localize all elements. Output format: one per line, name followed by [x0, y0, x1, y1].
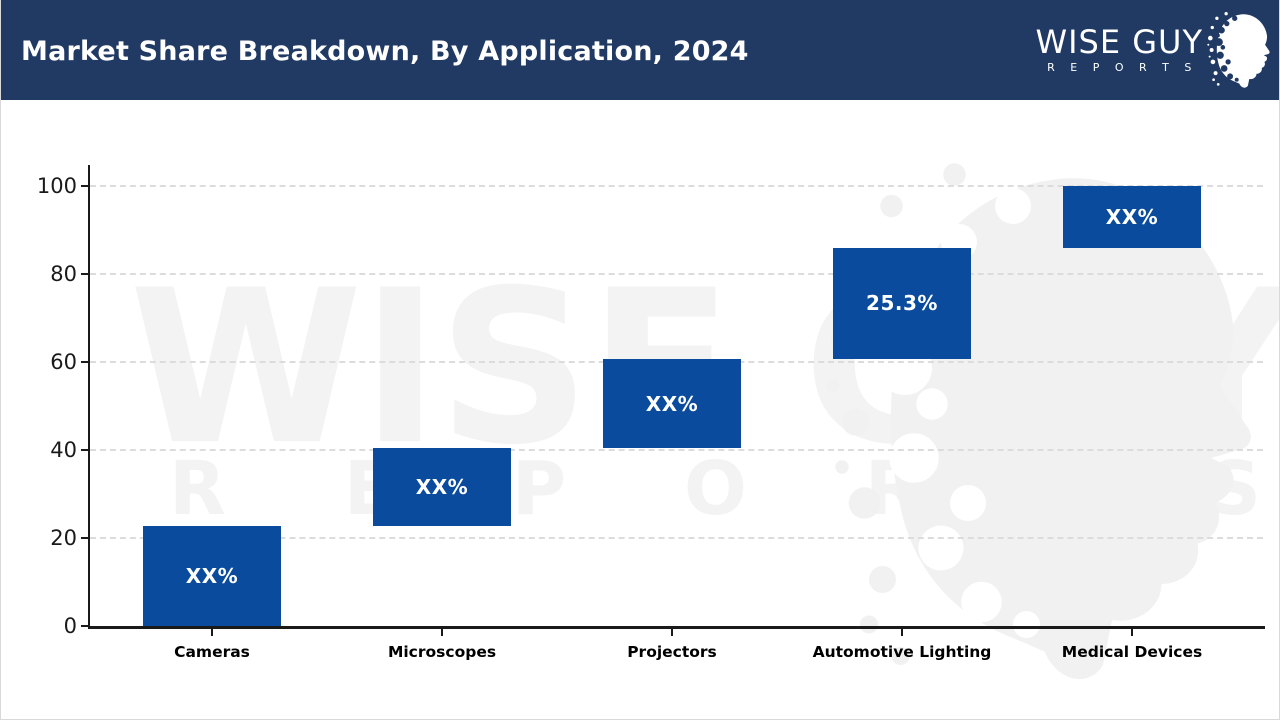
- gridline-80: [90, 273, 1263, 275]
- bar-value-label-projectors: XX%: [645, 391, 699, 416]
- bar-value-label-automotive-lighting: 25.3%: [866, 291, 938, 316]
- bar-cameras: XX%: [143, 526, 281, 626]
- x-category-label-microscopes: Microscopes: [387, 643, 497, 661]
- bar-value-label-cameras: XX%: [185, 564, 239, 589]
- logo-wise-guy-label: WISE GUY: [1035, 22, 1203, 61]
- y-tick-20: [81, 537, 89, 539]
- x-tick-microscopes: [441, 629, 443, 636]
- bar-microscopes: XX%: [373, 448, 511, 527]
- y-tick-0: [81, 625, 89, 627]
- chart-title: Market Share Breakdown, By Application, …: [21, 36, 749, 67]
- brand-logo: WISE GUY R E P O R T S: [1035, 6, 1273, 94]
- x-category-label-cameras: Cameras: [174, 643, 250, 661]
- x-tick-projectors: [671, 629, 673, 636]
- x-category-label-automotive-lighting: Automotive Lighting: [812, 643, 992, 661]
- bar-value-label-medical-devices: XX%: [1105, 204, 1159, 229]
- x-tick-cameras: [211, 629, 213, 636]
- y-tick-label-80: 80: [50, 262, 77, 286]
- y-tick-label-100: 100: [36, 174, 77, 198]
- y-tick-label-60: 60: [50, 350, 77, 374]
- brand-logo-text: WISE GUY R E P O R T S: [1035, 22, 1203, 75]
- y-tick-label-0: 0: [63, 614, 77, 638]
- logo-face-icon: [1207, 12, 1270, 88]
- y-tick-40: [81, 449, 89, 451]
- gridline-100: [90, 185, 1263, 187]
- y-tick-100: [81, 185, 89, 187]
- y-tick-label-20: 20: [50, 526, 77, 550]
- x-tick-medical-devices: [1131, 629, 1133, 636]
- x-category-label-projectors: Projectors: [627, 643, 717, 661]
- y-axis-line: [88, 165, 90, 629]
- gridline-20: [90, 537, 1263, 539]
- x-axis-line: [88, 626, 1265, 629]
- y-tick-60: [81, 361, 89, 363]
- bar-automotive-lighting: 25.3%: [833, 247, 971, 359]
- header: Market Share Breakdown, By Application, …: [1, 0, 1279, 100]
- bar-projectors: XX%: [603, 358, 741, 449]
- logo-reports-label: R E P O R T S: [1047, 61, 1198, 75]
- bar-medical-devices: XX%: [1063, 186, 1201, 248]
- x-category-label-medical-devices: Medical Devices: [1061, 643, 1203, 661]
- bar-value-label-microscopes: XX%: [415, 475, 469, 500]
- y-tick-80: [81, 273, 89, 275]
- y-tick-label-40: 40: [50, 438, 77, 462]
- x-tick-automotive-lighting: [901, 629, 903, 636]
- gridline-40: [90, 449, 1263, 451]
